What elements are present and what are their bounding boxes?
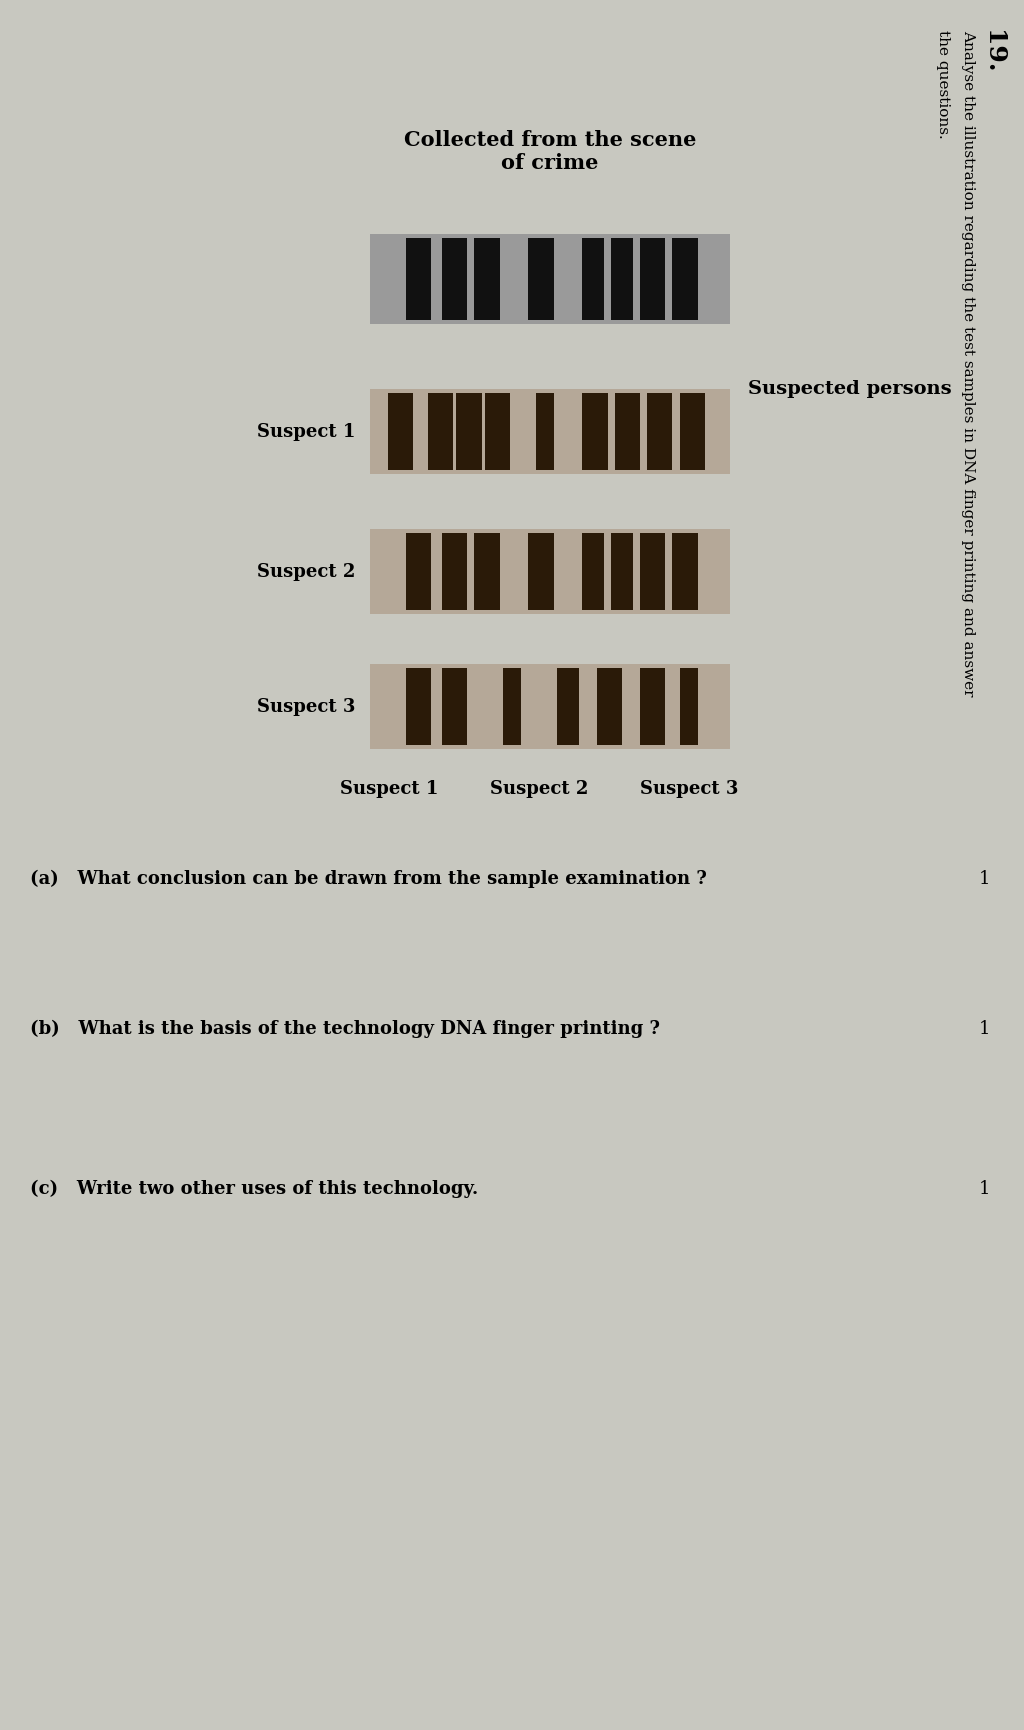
Bar [457, 394, 481, 471]
Bar [370, 664, 730, 749]
Bar [597, 668, 622, 746]
Bar [611, 239, 633, 320]
Bar [640, 533, 666, 611]
Text: Suspect 3: Suspect 3 [640, 780, 738, 798]
Bar [528, 239, 554, 320]
Bar [428, 394, 453, 471]
Text: 1: 1 [979, 1180, 990, 1197]
Text: Suspect 2: Suspect 2 [490, 780, 589, 798]
Text: Suspect 3: Suspect 3 [257, 699, 355, 716]
Bar [583, 239, 604, 320]
Bar [370, 389, 730, 474]
Bar [388, 394, 414, 471]
Bar [640, 239, 666, 320]
Text: (c)   Write two other uses of this technology.: (c) Write two other uses of this technol… [30, 1180, 478, 1197]
Bar [474, 239, 500, 320]
Bar [442, 668, 467, 746]
Bar [406, 668, 431, 746]
Text: (b)   What is the basis of the technology DNA finger printing ?: (b) What is the basis of the technology … [30, 1019, 659, 1038]
Text: Suspect 1: Suspect 1 [257, 424, 355, 441]
Text: Suspected persons: Suspected persons [749, 381, 952, 398]
Bar [536, 394, 554, 471]
Text: the questions.: the questions. [936, 29, 950, 138]
Bar [614, 394, 640, 471]
Bar [370, 529, 730, 614]
Text: 1: 1 [979, 1019, 990, 1038]
Text: Analyse the illustration regarding the test samples in DNA finger printing and a: Analyse the illustration regarding the t… [961, 29, 975, 695]
Bar [406, 239, 431, 320]
Bar [680, 394, 705, 471]
Bar [442, 239, 467, 320]
Bar [503, 668, 521, 746]
Bar [528, 533, 554, 611]
Bar [583, 394, 607, 471]
Bar [611, 533, 633, 611]
Bar [442, 533, 467, 611]
Text: 19.: 19. [981, 29, 1005, 73]
Text: Suspect 1: Suspect 1 [340, 780, 438, 798]
Bar [673, 533, 697, 611]
Bar [557, 668, 579, 746]
Bar [370, 235, 730, 325]
Bar [485, 394, 510, 471]
Bar [640, 668, 666, 746]
Text: Suspect 2: Suspect 2 [257, 564, 355, 581]
Bar [583, 533, 604, 611]
Text: Collected from the scene
of crime: Collected from the scene of crime [403, 130, 696, 173]
Bar [406, 533, 431, 611]
Text: (a)   What conclusion can be drawn from the sample examination ?: (a) What conclusion can be drawn from th… [30, 870, 707, 887]
Text: 1: 1 [979, 870, 990, 887]
Bar [474, 533, 500, 611]
Bar [673, 239, 697, 320]
Bar [680, 668, 697, 746]
Bar [647, 394, 673, 471]
